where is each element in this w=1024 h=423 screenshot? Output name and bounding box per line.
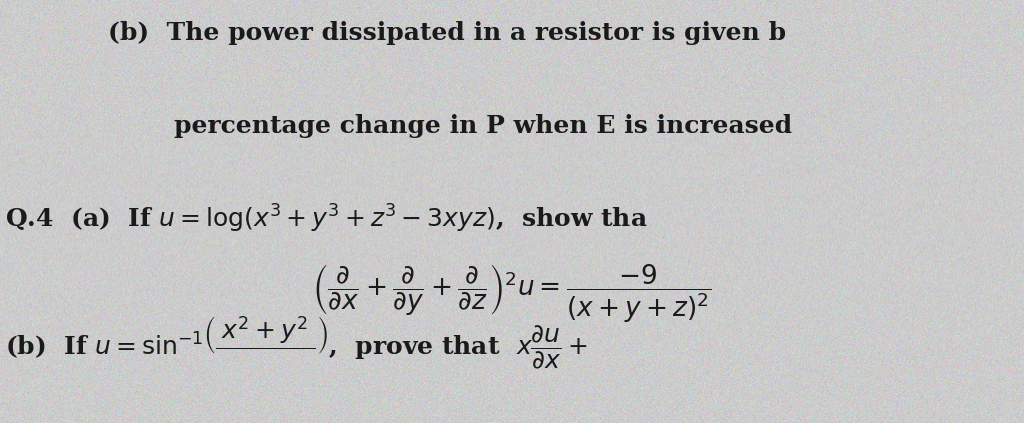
Text: Q.4  (a)  If $u = \log(x^3 + y^3 + z^3 - 3xyz)$,  show tha: Q.4 (a) If $u = \log(x^3 + y^3 + z^3 - 3…	[5, 203, 648, 235]
Text: (b)  If $u = \sin^{-1}\!\left(\dfrac{x^2+y^2}{\quad\quad\quad\quad}\right)$,  pr: (b) If $u = \sin^{-1}\!\left(\dfrac{x^2+…	[5, 315, 588, 372]
Text: (b)  The power dissipated in a resistor is given b: (b) The power dissipated in a resistor i…	[108, 21, 785, 45]
Text: $\left(\dfrac{\partial}{\partial x}+\dfrac{\partial}{\partial y}+\dfrac{\partial: $\left(\dfrac{\partial}{\partial x}+\dfr…	[312, 262, 712, 325]
Text: percentage change in P when E is increased: percentage change in P when E is increas…	[174, 114, 793, 138]
